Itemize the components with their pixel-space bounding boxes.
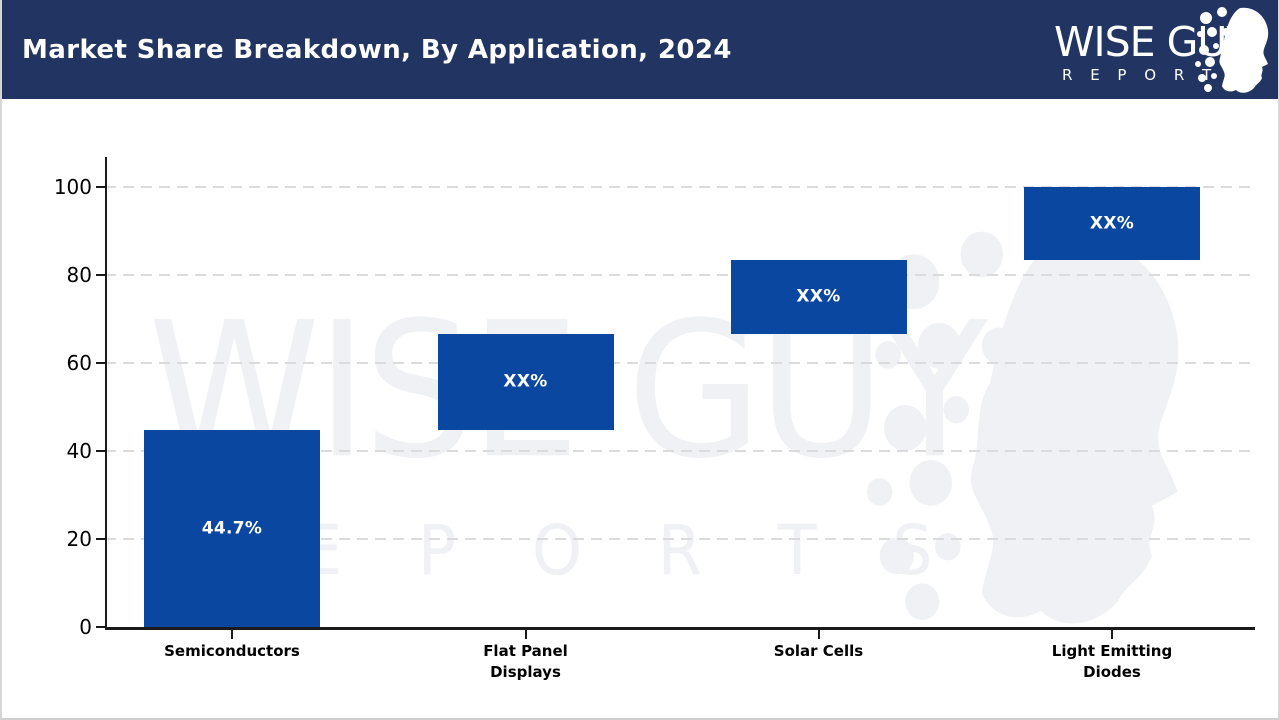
x-category-label-light-emitting-diodes: Light Emitting Diodes	[1002, 641, 1222, 683]
x-axis-line	[105, 627, 1255, 630]
x-category-label-line: Displays	[490, 663, 561, 681]
bar-semiconductors: 44.7%	[144, 430, 320, 627]
wiseguy-logo-graphic: WISE GUY R E P O R T S	[1054, 7, 1269, 93]
x-tick-light-emitting-diodes	[1111, 630, 1113, 639]
x-category-label-line: Diodes	[1083, 663, 1141, 681]
y-tick-label-40: 40	[66, 439, 92, 463]
y-tick-label-0: 0	[79, 615, 92, 639]
y-axis-line	[105, 157, 107, 630]
gridline-20	[105, 538, 1255, 540]
x-tick-solar-cells	[817, 630, 820, 639]
y-tick-label-100: 100	[53, 175, 92, 199]
x-category-label-line: Solar Cells	[773, 642, 864, 660]
y-tick-label-20: 20	[66, 527, 92, 551]
wiseguy-face-icon	[1195, 7, 1269, 93]
bar-value-label-light-emitting-diodes: XX%	[1089, 213, 1135, 234]
x-category-label-flat-panel-displays: Flat Panel Displays	[416, 641, 636, 683]
header-banner: Market Share Breakdown, By Application, …	[2, 0, 1278, 99]
bar-flat-panel-displays: XX%	[437, 334, 614, 431]
bar-solar-cells: XX%	[730, 260, 907, 335]
y-tick-0	[96, 626, 105, 628]
y-tick-label-60: 60	[66, 351, 92, 375]
y-tick-80	[96, 274, 105, 276]
x-tick-flat-panel-displays	[524, 630, 527, 639]
y-tick-20	[96, 538, 105, 540]
bar-value-label-semiconductors: 44.7%	[201, 518, 263, 539]
y-tick-100	[96, 186, 105, 188]
plot-area: 0 20 40 60 80 100 44.7% Semiconductors XX% Flat P…	[2, 99, 1278, 718]
x-tick-semiconductors	[231, 630, 233, 639]
x-category-label-semiconductors: Semiconductors	[122, 641, 342, 662]
x-category-label-solar-cells: Solar Cells	[709, 641, 929, 662]
gridline-80	[105, 274, 1255, 276]
y-tick-40	[96, 450, 105, 452]
chart-body: WISE GUY R E P O R T S 0 20 40 60 80 100 44.7%…	[2, 99, 1278, 718]
y-tick-label-80: 80	[66, 263, 92, 287]
bar-light-emitting-diodes: XX%	[1024, 187, 1200, 261]
x-category-label-line: Semiconductors	[164, 642, 300, 660]
logo-subtext: R E P O R T S	[1062, 66, 1245, 84]
bar-value-label-solar-cells: XX%	[796, 286, 841, 307]
gridline-60	[105, 362, 1255, 364]
x-category-label-line: Flat Panel	[483, 642, 568, 660]
gridline-100	[105, 186, 1255, 188]
x-category-label-line: Light Emitting	[1051, 642, 1173, 660]
y-tick-60	[96, 362, 105, 364]
gridline-40	[105, 450, 1255, 452]
page-title: Market Share Breakdown, By Application, …	[22, 34, 732, 65]
wiseguy-logo: WISE GUY R E P O R T S	[1018, 6, 1270, 94]
bar-value-label-flat-panel-displays: XX%	[503, 371, 548, 392]
